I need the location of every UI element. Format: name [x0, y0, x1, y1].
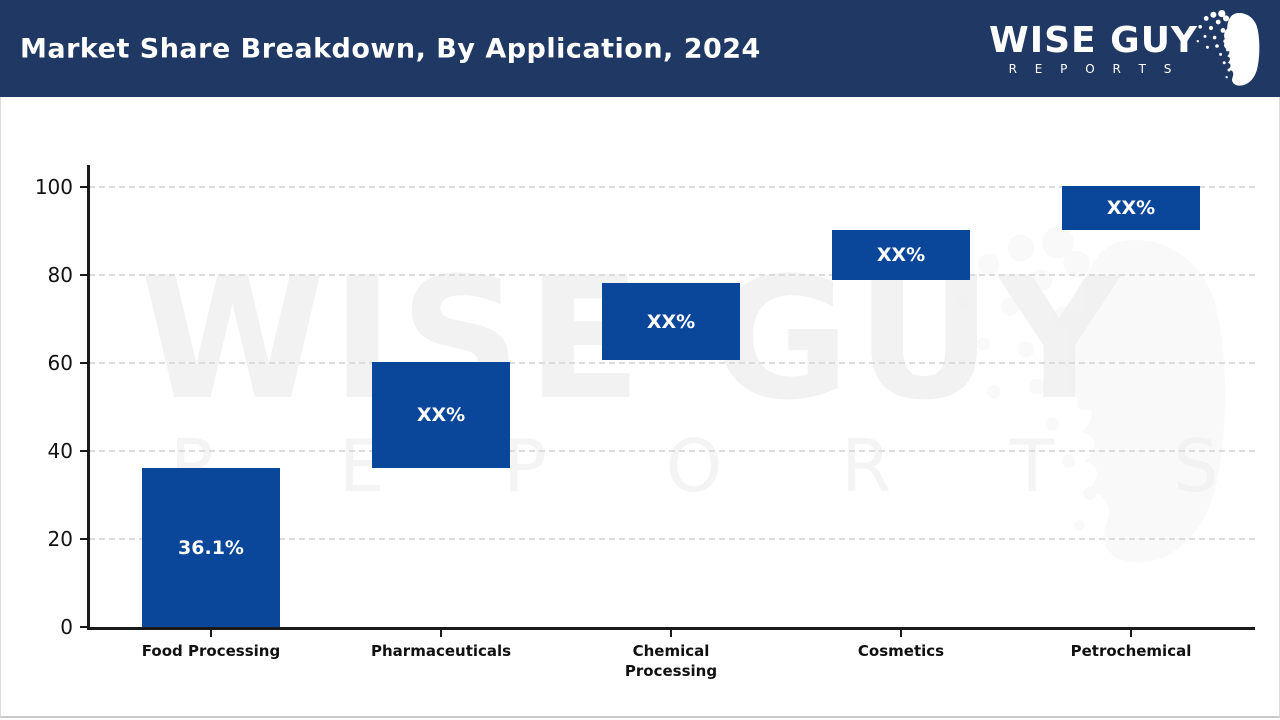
logo-subtitle: R E P O R T S [1008, 61, 1179, 76]
gridline-60 [89, 362, 1255, 364]
page-title: Market Share Breakdown, By Application, … [20, 33, 761, 64]
gridline-40 [89, 450, 1255, 452]
header-bar: Market Share Breakdown, By Application, … [0, 0, 1280, 97]
x-category-label-pharmaceuticals: Pharmaceuticals [371, 642, 512, 660]
gridline-20 [89, 538, 1255, 540]
bar-pharmaceuticals: XX% [372, 362, 510, 469]
y-tick-60 [80, 362, 89, 364]
x-tick-cosmetics [900, 629, 902, 637]
y-tick-label-80: 80 [47, 263, 73, 287]
y-tick-label-60: 60 [47, 351, 73, 375]
y-tick-20 [80, 538, 89, 540]
y-tick-label-0: 0 [60, 615, 73, 639]
wiseguy-logo: WISE GUY R E P O R T S [989, 10, 1266, 88]
x-category-label-petrochemical: Petrochemical [1070, 642, 1192, 660]
bar-chemical-processing: XX% [602, 282, 740, 361]
bar-value-label: XX% [876, 243, 926, 266]
y-tick-label-40: 40 [47, 439, 73, 463]
logo-text: WISE GUY R E P O R T S [988, 19, 1198, 76]
bar-value-label: XX% [646, 310, 696, 333]
x-axis-spine [87, 627, 1255, 630]
y-tick-label-100: 100 [34, 175, 73, 199]
face-profile-icon [1196, 10, 1260, 86]
logo-name: WISE GUY [988, 19, 1198, 61]
x-category-label-food-processing: Food Processing [141, 642, 281, 660]
x-category-label-cosmetics: Cosmetics [857, 642, 945, 660]
y-tick-40 [80, 450, 89, 452]
x-tick-chemical-processing [670, 629, 672, 637]
bar-value-label: XX% [416, 404, 466, 427]
x-category-label-chemical-processing: Chemical Processing [624, 642, 718, 681]
x-tick-petrochemical [1130, 629, 1132, 637]
bar-cosmetics: XX% [832, 230, 970, 280]
gridline-80 [89, 274, 1255, 276]
x-tick-food-processing [210, 629, 212, 637]
y-tick-80 [80, 274, 89, 276]
x-tick-pharmaceuticals [440, 629, 442, 637]
y-tick-100 [80, 186, 89, 188]
bar-value-label: 36.1% [178, 536, 244, 559]
bar-petrochemical: XX% [1062, 186, 1200, 231]
y-axis-spine [87, 165, 90, 630]
gridline-100 [89, 186, 1255, 188]
y-tick-0 [80, 626, 89, 628]
bar-value-label: XX% [1106, 197, 1156, 220]
bar-food-processing: 36.1% [142, 468, 280, 627]
y-tick-label-20: 20 [47, 527, 73, 551]
